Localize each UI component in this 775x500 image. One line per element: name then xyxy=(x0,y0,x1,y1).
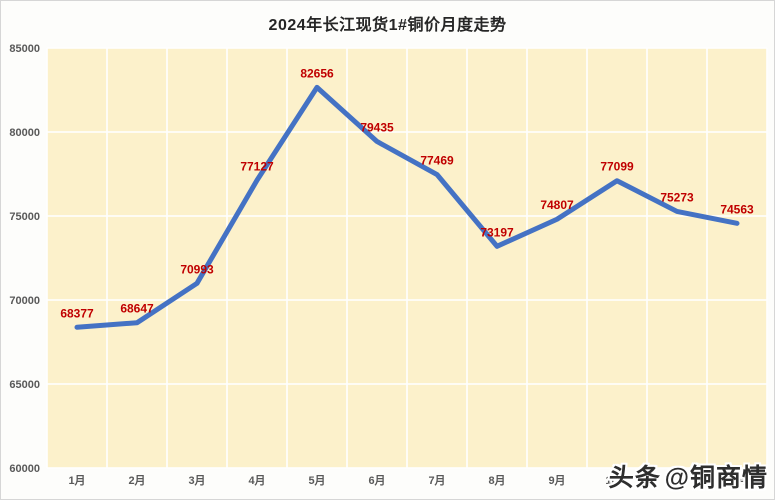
data-label: 77099 xyxy=(600,160,634,174)
x-axis-tick-label: 1月 xyxy=(68,474,85,487)
y-axis-tick-label: 65000 xyxy=(9,379,40,391)
x-axis-tick-label: 6月 xyxy=(368,474,385,487)
y-axis-tick-label: 70000 xyxy=(9,295,40,307)
data-label: 74807 xyxy=(540,198,574,212)
y-axis-tick-label: 75000 xyxy=(9,211,40,223)
x-axis-tick-label: 7月 xyxy=(428,474,445,487)
x-axis-tick-label: 3月 xyxy=(188,474,205,487)
data-label: 82656 xyxy=(300,66,334,80)
y-axis-tick-label: 80000 xyxy=(9,127,40,139)
y-axis-tick-label: 85000 xyxy=(9,43,40,55)
data-label: 70993 xyxy=(180,262,214,276)
x-axis-tick-label: 12月 xyxy=(725,474,748,487)
data-label: 77127 xyxy=(240,159,274,173)
toutiao-logo: 头条 xyxy=(607,464,662,492)
data-label: 73197 xyxy=(480,225,514,239)
x-axis-tick-label: 9月 xyxy=(548,474,565,487)
price-line xyxy=(74,84,740,330)
x-axis-tick-label: 4月 xyxy=(248,474,265,487)
data-label: 79435 xyxy=(360,120,394,134)
chart-title: 2024年长江现货1#铜价月度走势 xyxy=(268,17,507,34)
data-label: 75273 xyxy=(660,190,694,204)
watermark: 头条 @铜商情 xyxy=(607,458,768,494)
x-axis-tick-label: 10月 xyxy=(605,474,628,487)
data-label: 74563 xyxy=(720,202,754,216)
data-label: 68377 xyxy=(60,306,94,320)
x-axis-tick-label: 8月 xyxy=(488,474,505,487)
data-label: 68647 xyxy=(120,302,154,316)
watermark-handle: @铜商情 xyxy=(664,464,768,492)
y-axis-tick-label: 60000 xyxy=(9,463,40,475)
x-axis-tick-label: 11月 xyxy=(666,474,689,487)
data-label: 77469 xyxy=(420,154,454,168)
x-axis-tick-label: 2月 xyxy=(128,474,145,487)
x-axis-tick-label: 5月 xyxy=(308,474,325,487)
